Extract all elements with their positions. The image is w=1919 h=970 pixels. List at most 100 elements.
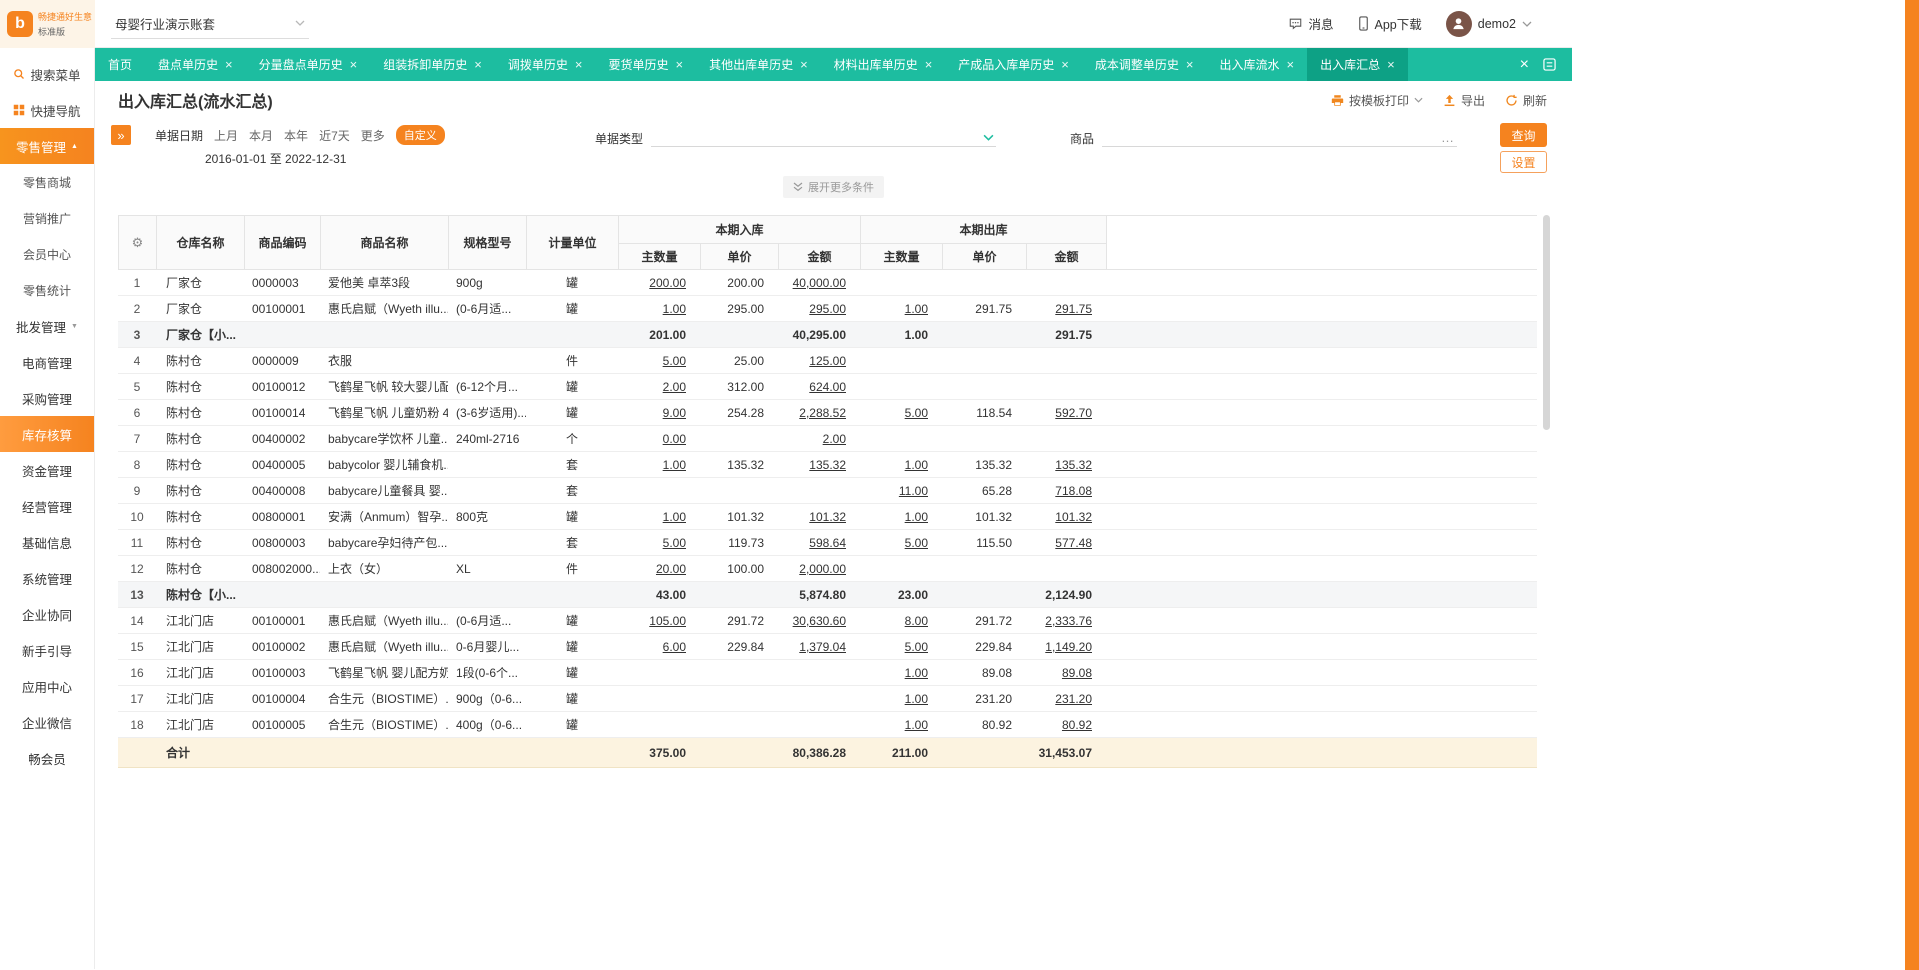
- drilldown-link[interactable]: 5.00: [662, 535, 686, 550]
- drilldown-link[interactable]: 2,288.52: [799, 405, 846, 420]
- drilldown-link[interactable]: 30,630.60: [792, 613, 846, 628]
- drilldown-link[interactable]: 8.00: [904, 613, 928, 628]
- col-header-in-price[interactable]: 单价: [701, 244, 779, 270]
- date-option-more[interactable]: 更多: [360, 128, 385, 143]
- drilldown-link[interactable]: 2,333.76: [1045, 613, 1092, 628]
- sidebar-item-采购管理[interactable]: 采购管理: [0, 380, 94, 416]
- drilldown-link[interactable]: 101.32: [809, 509, 846, 524]
- scrollbar-thumb[interactable]: [1543, 215, 1550, 430]
- drilldown-link[interactable]: 2.00: [662, 379, 686, 394]
- user-menu[interactable]: demo2: [1445, 10, 1532, 37]
- drilldown-link[interactable]: 295.00: [809, 301, 846, 316]
- tab-item[interactable]: 要货单历史 ×: [595, 48, 696, 81]
- tab-item[interactable]: 组装拆卸单历史 ×: [370, 48, 495, 81]
- col-header-spec[interactable]: 规格型号: [449, 216, 527, 270]
- tab-close-icon[interactable]: ×: [1387, 57, 1395, 72]
- drilldown-link[interactable]: 1,149.20: [1045, 639, 1092, 654]
- drilldown-link[interactable]: 11.00: [898, 483, 928, 498]
- sidebar-item-经营管理[interactable]: 经营管理: [0, 488, 94, 524]
- sidebar-item-新手引导[interactable]: 新手引导: [0, 632, 94, 668]
- search-button[interactable]: 查询: [1500, 123, 1547, 147]
- drilldown-link[interactable]: 0.00: [662, 431, 686, 446]
- date-range-value[interactable]: 2016-01-01 至 2022-12-31: [205, 152, 347, 166]
- sidebar-item-会员中心[interactable]: 会员中心: [0, 236, 94, 272]
- drilldown-link[interactable]: 592.70: [1055, 405, 1092, 420]
- sidebar-item-电商管理[interactable]: 电商管理: [0, 344, 94, 380]
- tab-menu-icon[interactable]: [1543, 58, 1556, 71]
- tab-item[interactable]: 出入库汇总 ×: [1307, 48, 1408, 81]
- drilldown-link[interactable]: 1.00: [662, 509, 686, 524]
- drilldown-link[interactable]: 231.20: [1055, 691, 1092, 706]
- logo[interactable]: b 畅捷通好生意 标准版: [0, 0, 95, 48]
- drilldown-link[interactable]: 1.00: [662, 457, 686, 472]
- sidebar-item-畅会员[interactable]: 畅会员: [0, 740, 94, 776]
- sidebar-item-应用中心[interactable]: 应用中心: [0, 668, 94, 704]
- drilldown-link[interactable]: 20.00: [655, 561, 686, 576]
- drilldown-link[interactable]: 5.00: [904, 639, 928, 654]
- col-header-in-amount[interactable]: 金额: [779, 244, 861, 270]
- sidebar-item-系统管理[interactable]: 系统管理: [0, 560, 94, 596]
- drilldown-link[interactable]: 2,000.00: [799, 561, 846, 576]
- print-by-template-button[interactable]: 按模板打印: [1331, 92, 1423, 109]
- drilldown-link[interactable]: 1.00: [904, 457, 928, 472]
- drilldown-link[interactable]: 40,000.00: [792, 275, 846, 290]
- drilldown-link[interactable]: 5.00: [662, 353, 686, 368]
- date-option-last-month[interactable]: 上月: [214, 128, 239, 143]
- col-header-in-qty[interactable]: 主数量: [619, 244, 701, 270]
- col-header-warehouse[interactable]: 仓库名称: [157, 216, 245, 270]
- date-option-last-7-days[interactable]: 近7天: [319, 128, 350, 143]
- close-all-tabs-icon[interactable]: ×: [1519, 55, 1529, 73]
- sidebar-item-快捷导航[interactable]: 快捷导航: [0, 92, 94, 128]
- sidebar-item-企业协同[interactable]: 企业协同: [0, 596, 94, 632]
- sidebar-item-搜索菜单[interactable]: 搜索菜单: [0, 56, 94, 92]
- drilldown-link[interactable]: 9.00: [662, 405, 686, 420]
- vertical-scrollbar[interactable]: [1543, 215, 1550, 775]
- product-input[interactable]: …: [1102, 127, 1458, 147]
- drilldown-link[interactable]: 598.64: [809, 535, 846, 550]
- drilldown-link[interactable]: 1.00: [904, 717, 928, 732]
- export-button[interactable]: 导出: [1443, 92, 1485, 109]
- collapse-panel-button[interactable]: »: [111, 125, 131, 145]
- sidebar-item-零售统计[interactable]: 零售统计: [0, 272, 94, 308]
- tab-close-icon[interactable]: ×: [1286, 57, 1295, 72]
- tab-close-icon[interactable]: ×: [225, 57, 233, 72]
- drilldown-link[interactable]: 101.32: [1055, 509, 1092, 524]
- drilldown-link[interactable]: 1,379.04: [799, 639, 846, 654]
- drilldown-link[interactable]: 1.00: [904, 691, 928, 706]
- drilldown-link[interactable]: 291.75: [1055, 301, 1092, 316]
- drilldown-link[interactable]: 1.00: [662, 301, 686, 316]
- drilldown-link[interactable]: 135.32: [809, 457, 846, 472]
- refresh-button[interactable]: 刷新: [1505, 92, 1547, 109]
- tab-item[interactable]: 出入库流水 ×: [1207, 48, 1308, 81]
- drilldown-link[interactable]: 1.00: [904, 665, 928, 680]
- col-header-out-price[interactable]: 单价: [943, 244, 1027, 270]
- tab-close-icon[interactable]: ×: [1061, 57, 1069, 72]
- sidebar-item-零售管理[interactable]: 零售管理 ▲: [0, 128, 94, 164]
- drilldown-link[interactable]: 89.08: [1061, 665, 1092, 680]
- tab-close-icon[interactable]: ×: [924, 57, 933, 72]
- drilldown-link[interactable]: 6.00: [662, 639, 686, 654]
- messages-button[interactable]: 消息: [1288, 14, 1334, 33]
- tab-close-icon[interactable]: ×: [800, 57, 808, 72]
- tab-close-icon[interactable]: ×: [474, 57, 482, 72]
- col-header-out-qty[interactable]: 主数量: [861, 244, 943, 270]
- sidebar-item-企业微信[interactable]: 企业微信: [0, 704, 94, 740]
- drilldown-link[interactable]: 5.00: [904, 405, 928, 420]
- sidebar-item-资金管理[interactable]: 资金管理: [0, 452, 94, 488]
- tab-close-icon[interactable]: ×: [675, 57, 684, 72]
- tab-item[interactable]: 其他出库单历史 ×: [696, 48, 821, 81]
- expand-more-button[interactable]: 展开更多条件: [783, 176, 884, 198]
- drilldown-link[interactable]: 718.08: [1055, 483, 1092, 498]
- tab-close-icon[interactable]: ×: [1185, 57, 1194, 72]
- sidebar-item-批发管理[interactable]: 批发管理 ▼: [0, 308, 94, 344]
- tab-close-icon[interactable]: ×: [349, 57, 358, 72]
- col-header-code[interactable]: 商品编码: [245, 216, 321, 270]
- tab-item[interactable]: 盘点单历史 ×: [145, 48, 246, 81]
- more-options-icon[interactable]: …: [1441, 130, 1456, 145]
- date-option-this-year[interactable]: 本年: [284, 128, 309, 143]
- tab-item[interactable]: 材料出库单历史 ×: [821, 48, 946, 81]
- col-header-unit[interactable]: 计量单位: [527, 216, 619, 270]
- drilldown-link[interactable]: 80.92: [1061, 717, 1092, 732]
- doc-type-select[interactable]: [651, 127, 997, 147]
- drilldown-link[interactable]: 105.00: [649, 613, 686, 628]
